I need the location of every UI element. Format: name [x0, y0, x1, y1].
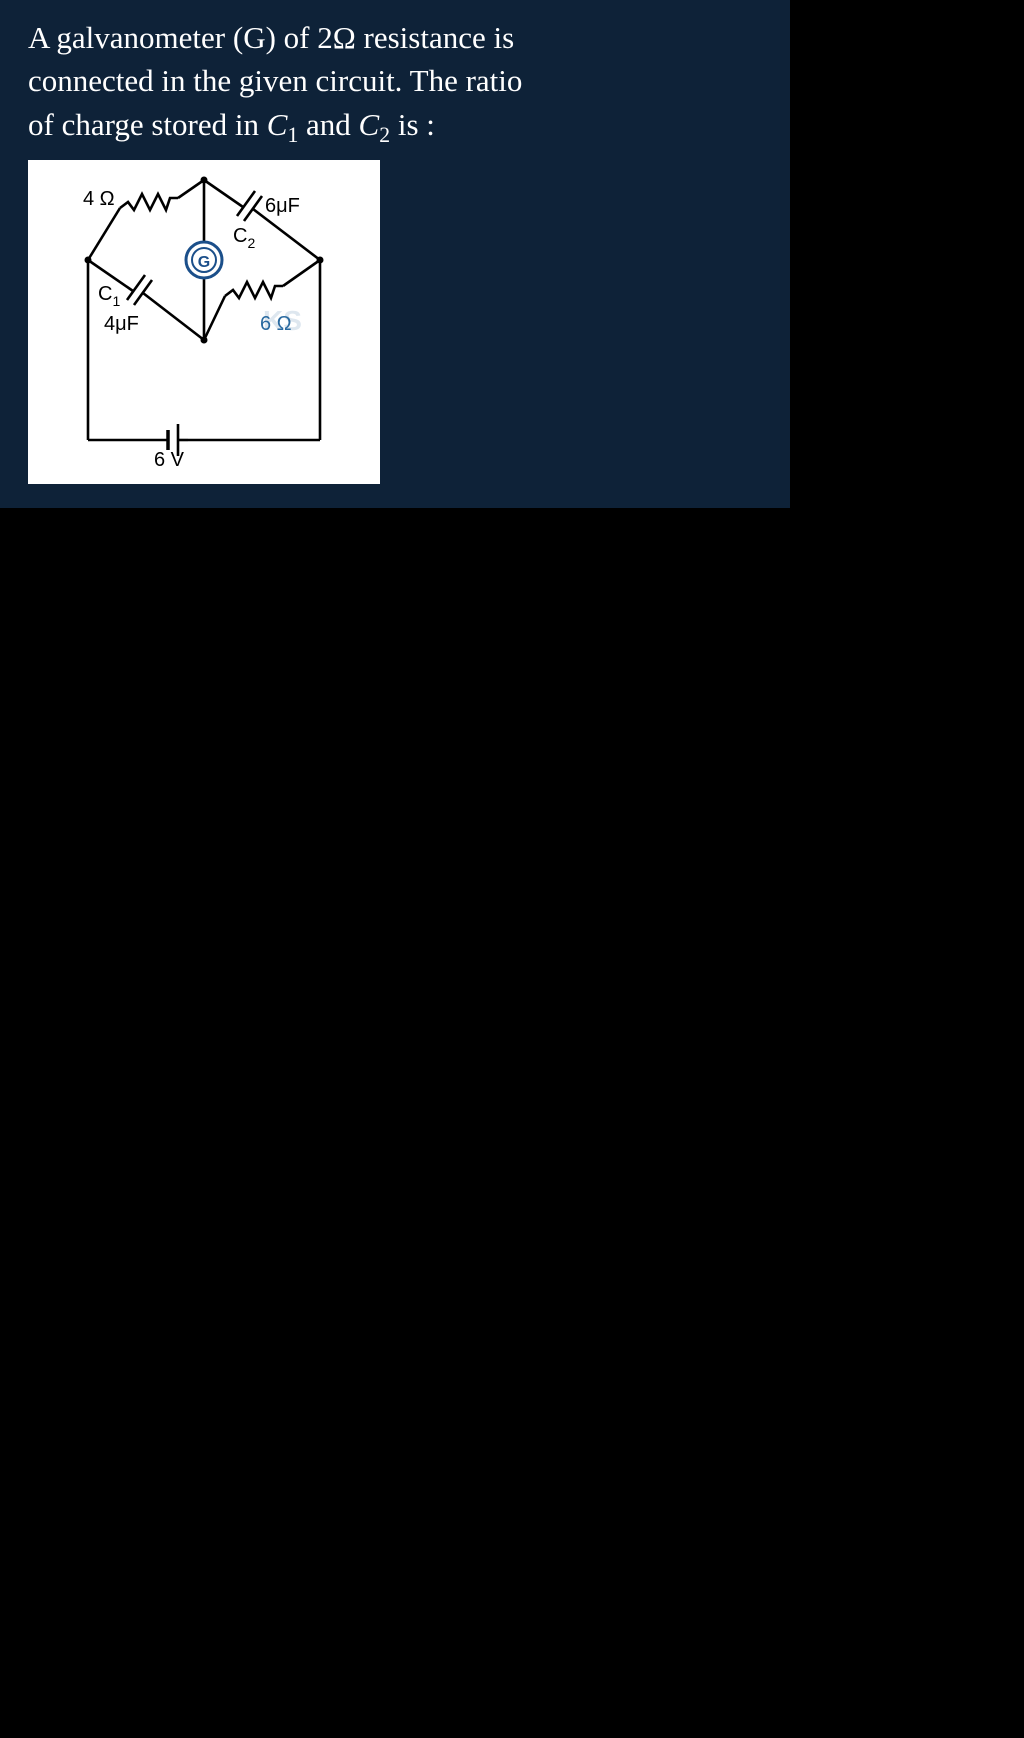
label-emf: 6 V [154, 449, 185, 471]
cap-c1-plate2 [134, 280, 152, 305]
question-panel: A galvanometer (G) of 2Ω resistance is c… [0, 0, 790, 508]
circuit-diagram: KS [28, 160, 380, 484]
label-4uf: 4μF [104, 313, 139, 335]
wire-tl-2 [88, 208, 120, 260]
q-val: 2Ω [317, 20, 356, 55]
resistor-4ohm [120, 194, 178, 210]
q-line1-pre: A galvanometer (G) of [28, 20, 317, 55]
q-line2: connected in the given circuit. The rati… [28, 63, 522, 98]
label-4ohm: 4 Ω [83, 188, 115, 210]
q-c2-sub: 2 [379, 123, 390, 147]
wire-tr-1 [204, 180, 243, 207]
q-c2: C [359, 107, 380, 142]
wire-tl-1 [178, 180, 204, 198]
galvanometer-icon: G [186, 242, 222, 278]
q-c1: C [267, 107, 288, 142]
wire-bl-2 [143, 293, 204, 340]
circuit-svg: KS [28, 160, 380, 484]
q-line3-post: is : [390, 107, 435, 142]
cap-c2-plate2 [244, 196, 262, 221]
label-c1: C1 [98, 283, 120, 309]
resistor-6ohm [225, 282, 283, 298]
wire-br-1 [283, 260, 320, 286]
q-line3-pre: of charge stored in [28, 107, 267, 142]
label-c2: C2 [233, 225, 255, 251]
wire-br-2 [204, 296, 225, 340]
label-6uf: 6μF [265, 195, 300, 217]
q-line1-post: resistance is [356, 20, 514, 55]
q-line3-mid: and [298, 107, 358, 142]
galv-label: G [198, 254, 210, 271]
q-c1-sub: 1 [287, 123, 298, 147]
label-6ohm: 6 Ω [260, 313, 292, 335]
question-text: A galvanometer (G) of 2Ω resistance is c… [28, 16, 762, 150]
